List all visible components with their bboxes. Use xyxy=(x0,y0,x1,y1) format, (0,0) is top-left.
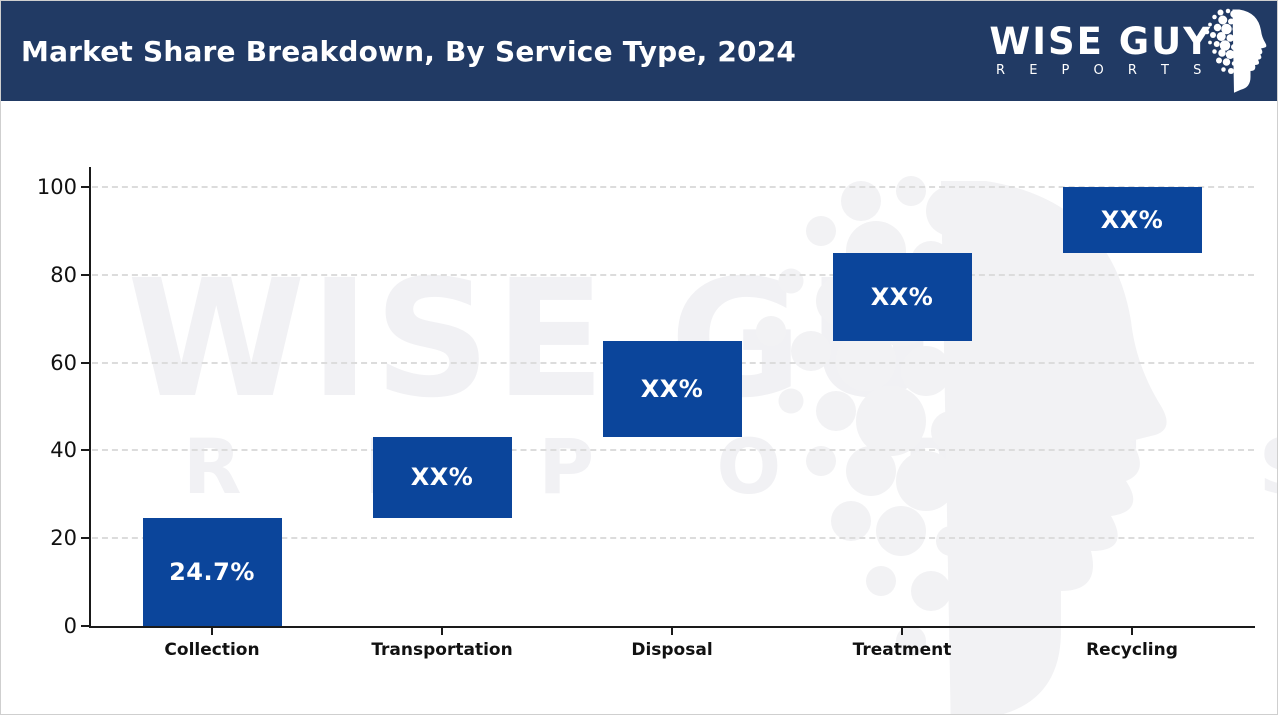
y-tick-mark-40 xyxy=(81,449,90,452)
y-tick-mark-20 xyxy=(81,537,90,540)
x-tick-label-collection: Collection xyxy=(164,640,260,660)
y-tick-mark-80 xyxy=(81,273,90,276)
brand-name: WISE GUY xyxy=(989,19,1212,63)
brand-subname: R E P O R T S xyxy=(996,62,1212,78)
gridline-40 xyxy=(92,449,1254,452)
bar-collection: 24.7% xyxy=(142,517,282,626)
bar-transportation: XX% xyxy=(372,437,512,518)
bar-value-label-transportation: XX% xyxy=(410,463,474,492)
brand-logo-text: WISE GUY R E P O R T S xyxy=(989,23,1212,78)
y-tick-label-100: 100 xyxy=(36,175,77,199)
y-tick-mark-0 xyxy=(81,625,90,627)
gridline-80 xyxy=(92,273,1254,276)
y-tick-mark-100 xyxy=(81,186,90,188)
brand-logo: WISE GUY R E P O R T S xyxy=(989,5,1273,95)
y-tick-label-20: 20 xyxy=(50,526,77,551)
gridline-20 xyxy=(92,537,1254,540)
y-tick-label-40: 40 xyxy=(50,438,77,463)
x-tick-label-transportation: Transportation xyxy=(371,640,513,660)
bar-treatment: XX% xyxy=(832,252,972,341)
brand-head-icon xyxy=(1204,8,1267,93)
bar-value-label-disposal: XX% xyxy=(640,374,704,403)
x-tick-mark-treatment xyxy=(901,628,903,635)
y-tick-label-0: 0 xyxy=(63,614,77,638)
bar-disposal: XX% xyxy=(602,340,742,438)
x-axis xyxy=(89,626,1255,628)
bar-value-label-collection: 24.7% xyxy=(169,557,255,586)
bar-recycling: XX% xyxy=(1062,187,1202,253)
y-tick-label-60: 60 xyxy=(50,350,77,375)
x-tick-mark-transportation xyxy=(441,628,443,635)
x-tick-label-treatment: Treatment xyxy=(852,640,952,660)
gridline-100 xyxy=(92,186,1254,188)
y-tick-mark-60 xyxy=(81,361,90,364)
header: Market Share Breakdown, By Service Type,… xyxy=(1,1,1277,101)
x-tick-mark-disposal xyxy=(671,628,673,635)
bar-value-label-recycling: XX% xyxy=(1100,205,1164,234)
x-tick-label-recycling: Recycling xyxy=(1086,640,1178,660)
y-tick-label-80: 80 xyxy=(50,262,77,287)
x-tick-mark-recycling xyxy=(1131,628,1133,635)
x-tick-mark-collection xyxy=(211,628,213,635)
x-tick-label-disposal: Disposal xyxy=(631,640,713,660)
y-axis xyxy=(89,167,91,628)
bar-value-label-treatment: XX% xyxy=(870,282,934,311)
chart-title: Market Share Breakdown, By Service Type,… xyxy=(21,34,797,68)
